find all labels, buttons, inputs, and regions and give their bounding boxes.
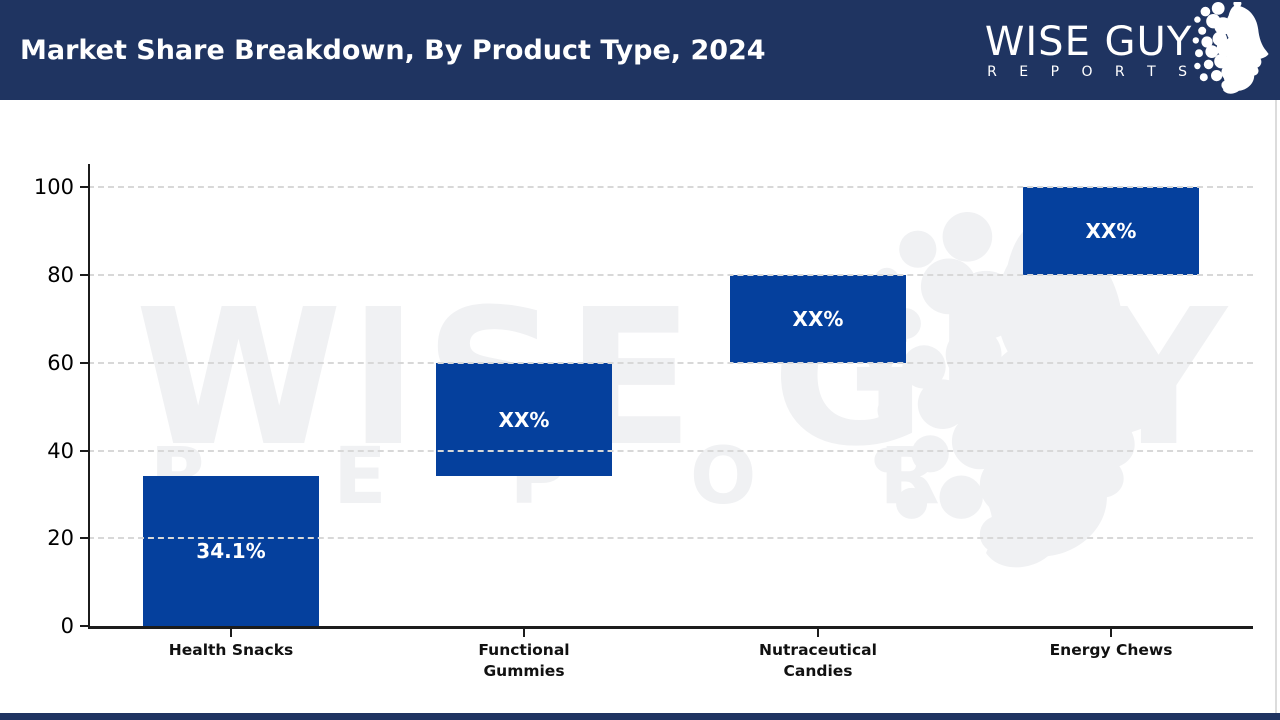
- y-axis-spine: [88, 164, 90, 628]
- x-axis-spine: [88, 626, 1253, 629]
- gridline-80: [88, 274, 1253, 277]
- bar-value-label: 34.1%: [196, 539, 266, 564]
- ytick-mark-40: [80, 449, 88, 452]
- header-bar: Market Share Breakdown, By Product Type,…: [0, 0, 1280, 100]
- xtick-mark-1: [523, 629, 525, 637]
- bar-value-label: XX%: [1085, 219, 1137, 244]
- bar-nutraceutical-candies: [730, 275, 906, 363]
- bar-health-snacks: [143, 476, 319, 626]
- category-label-health-snacks: Health Snacks: [168, 641, 294, 659]
- content-right-border: [1275, 100, 1277, 713]
- ytick-mark-20: [80, 537, 88, 540]
- category-label-energy-chews: Energy Chews: [1049, 641, 1173, 659]
- gridline-60: [88, 361, 1253, 364]
- category-label-nutraceutical-candies: Nutraceutical Candies: [759, 641, 877, 680]
- logo-head-icon: [1190, 2, 1272, 98]
- ytick-mark-100: [80, 186, 88, 189]
- bar-functional-gummies: [436, 362, 612, 477]
- gridline-20: [88, 537, 1253, 540]
- bar-energy-chews: [1023, 187, 1199, 276]
- xtick-mark-3: [1110, 629, 1112, 637]
- logo-text: WISE GUY R E P O R T S: [981, 22, 1196, 79]
- ytick-label-100: 100: [33, 175, 74, 200]
- bar-value-label: XX%: [498, 407, 550, 432]
- ytick-mark-80: [80, 274, 88, 277]
- logo-subtitle: R E P O R T S: [987, 63, 1196, 80]
- ytick-label-0: 0: [60, 614, 74, 638]
- gridline-100: [88, 186, 1253, 189]
- logo-wordmark: WISE GUY: [984, 18, 1193, 65]
- wise-guy-logo: WISE GUY R E P O R T S: [981, 2, 1280, 98]
- ytick-mark-60: [80, 361, 88, 364]
- category-label-functional-gummies: Functional Gummies: [478, 641, 570, 680]
- gridline-40: [88, 449, 1253, 452]
- bar-value-label: XX%: [792, 306, 844, 331]
- xtick-mark-0: [230, 629, 232, 637]
- page-title: Market Share Breakdown, By Product Type,…: [20, 34, 766, 66]
- xtick-mark-2: [817, 629, 819, 637]
- ytick-label-60: 60: [47, 350, 74, 375]
- ytick-mark-0: [80, 625, 88, 627]
- ytick-label-40: 40: [47, 438, 74, 463]
- footer-bar: [0, 713, 1280, 720]
- ytick-label-20: 20: [47, 526, 74, 551]
- ytick-label-80: 80: [47, 263, 74, 288]
